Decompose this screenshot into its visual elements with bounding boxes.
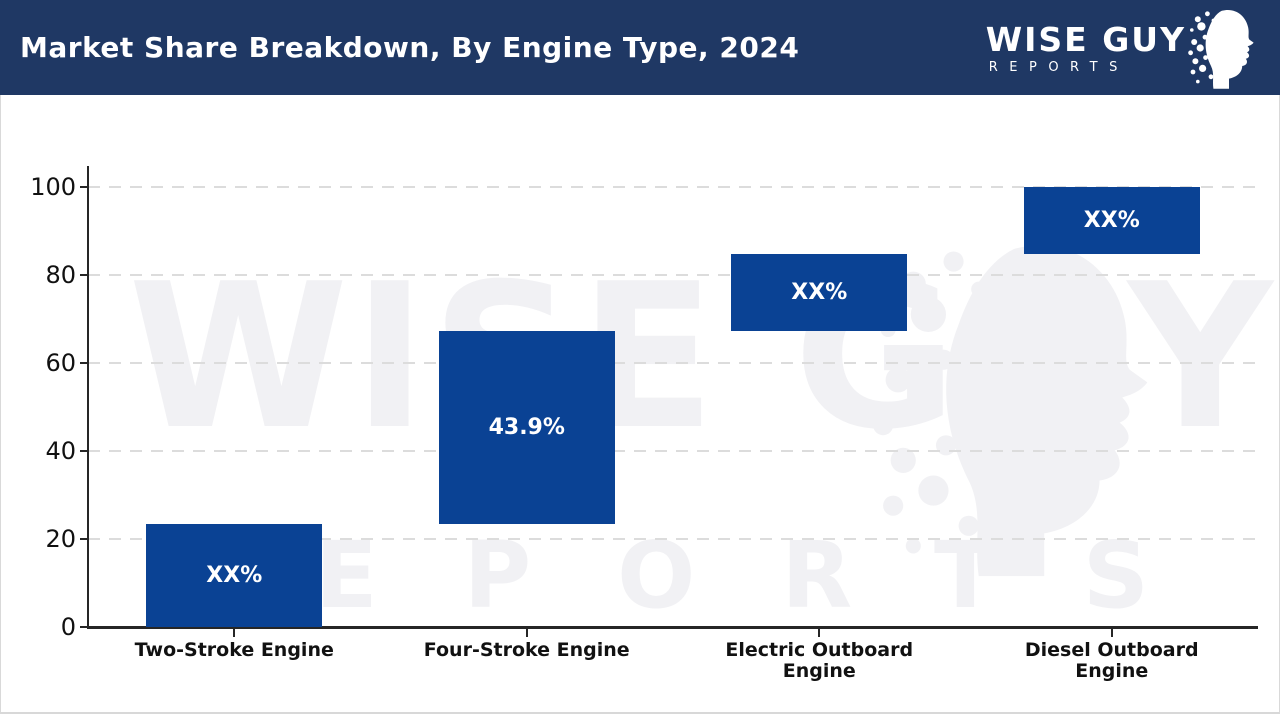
bar-value-label-1: XX% [206, 563, 263, 589]
bar-4: XX% [1023, 187, 1200, 255]
brand-logo-text: WISE GUY REPORTS [985, 19, 1186, 75]
y-tick-mark-100 [80, 186, 88, 188]
bottom-divider-line [0, 712, 1280, 714]
y-tick-label-100: 100 [30, 173, 76, 201]
y-tick-mark-20 [80, 538, 88, 540]
brand-logo: WISE GUY REPORTS [986, 4, 1266, 92]
x-axis-line [87, 626, 1258, 629]
bar-1: XX% [146, 524, 323, 627]
bar-value-label-3: XX% [791, 280, 848, 306]
y-tick-label-20: 20 [45, 525, 76, 553]
gridline-20 [88, 538, 1258, 540]
gridline-100 [88, 186, 1258, 188]
bar-3: XX% [731, 254, 908, 332]
y-tick-label-0: 0 [60, 613, 76, 641]
x-category-label-2: Four-Stroke Engine [423, 639, 630, 661]
y-tick-mark-60 [80, 362, 88, 364]
header-band: Market Share Breakdown, By Engine Type, … [0, 0, 1280, 95]
x-tick-mark-4 [1110, 629, 1113, 637]
bar-value-label-4: XX% [1083, 208, 1140, 234]
face-profile-logo-icon [1180, 6, 1266, 90]
brand-name: WISE GUY [985, 19, 1186, 59]
gridline-40 [88, 450, 1258, 452]
x-tick-mark-2 [525, 629, 528, 637]
x-category-label-4: Diesel Outboard Engine [1024, 639, 1199, 682]
page-title: Market Share Breakdown, By Engine Type, … [20, 31, 800, 64]
gridline-60 [88, 362, 1258, 364]
x-category-label-1: Two-Stroke Engine [134, 639, 334, 661]
y-tick-mark-80 [80, 274, 88, 276]
y-tick-mark-0 [80, 626, 88, 628]
y-tick-label-80: 80 [45, 261, 76, 289]
x-category-label-3: Electric Outboard Engine [725, 639, 914, 682]
y-tick-label-40: 40 [45, 437, 76, 465]
y-tick-label-60: 60 [45, 349, 76, 377]
gridline-80 [88, 274, 1258, 276]
brand-subname: REPORTS [988, 59, 1129, 75]
bar-2: 43.9% [438, 331, 615, 525]
y-axis-line [87, 166, 89, 628]
watermark-face-icon [868, 226, 1170, 584]
bar-value-label-2: 43.9% [488, 415, 565, 441]
x-tick-mark-3 [818, 629, 821, 637]
y-tick-mark-40 [80, 450, 88, 452]
x-tick-mark-1 [233, 629, 236, 637]
